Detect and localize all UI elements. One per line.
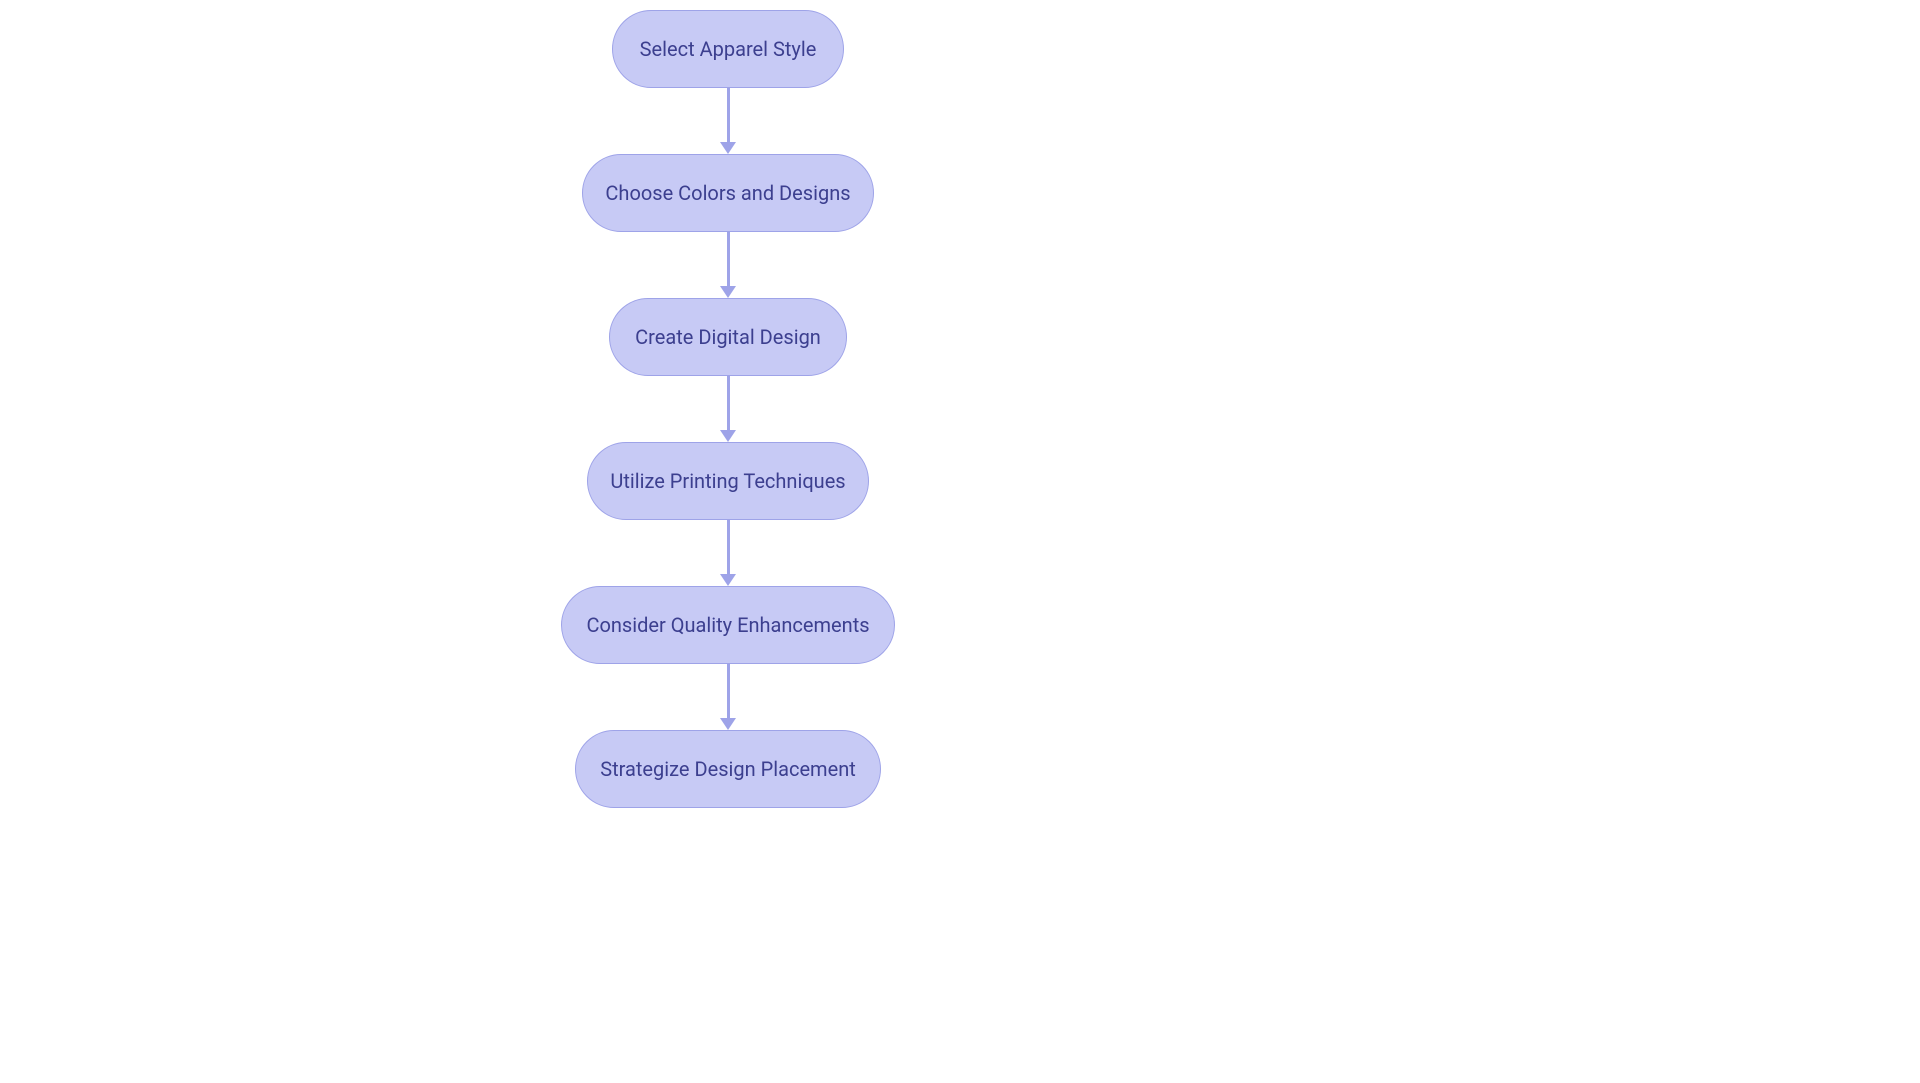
node-label: Strategize Design Placement xyxy=(600,757,856,781)
arrow-head-icon xyxy=(720,286,736,298)
flowchart-node: Choose Colors and Designs xyxy=(582,154,874,232)
node-label: Select Apparel Style xyxy=(640,37,817,61)
flowchart-edge xyxy=(727,520,730,574)
node-label: Create Digital Design xyxy=(635,325,821,349)
flowchart-node: Consider Quality Enhancements xyxy=(561,586,895,664)
flowchart-edge xyxy=(727,88,730,142)
flowchart-node: Utilize Printing Techniques xyxy=(587,442,869,520)
arrow-head-icon xyxy=(720,718,736,730)
flowchart-edge xyxy=(727,664,730,718)
arrow-head-icon xyxy=(720,574,736,586)
flowchart-edge xyxy=(727,232,730,286)
flowchart-edge xyxy=(727,376,730,430)
flowchart-node: Strategize Design Placement xyxy=(575,730,881,808)
node-label: Utilize Printing Techniques xyxy=(610,469,845,493)
node-label: Choose Colors and Designs xyxy=(605,181,850,205)
node-label: Consider Quality Enhancements xyxy=(586,613,869,637)
flowchart-node: Select Apparel Style xyxy=(612,10,844,88)
arrow-head-icon xyxy=(720,430,736,442)
flowchart-node: Create Digital Design xyxy=(609,298,847,376)
flowchart-container: Select Apparel Style Choose Colors and De… xyxy=(0,0,1920,1083)
arrow-head-icon xyxy=(720,142,736,154)
